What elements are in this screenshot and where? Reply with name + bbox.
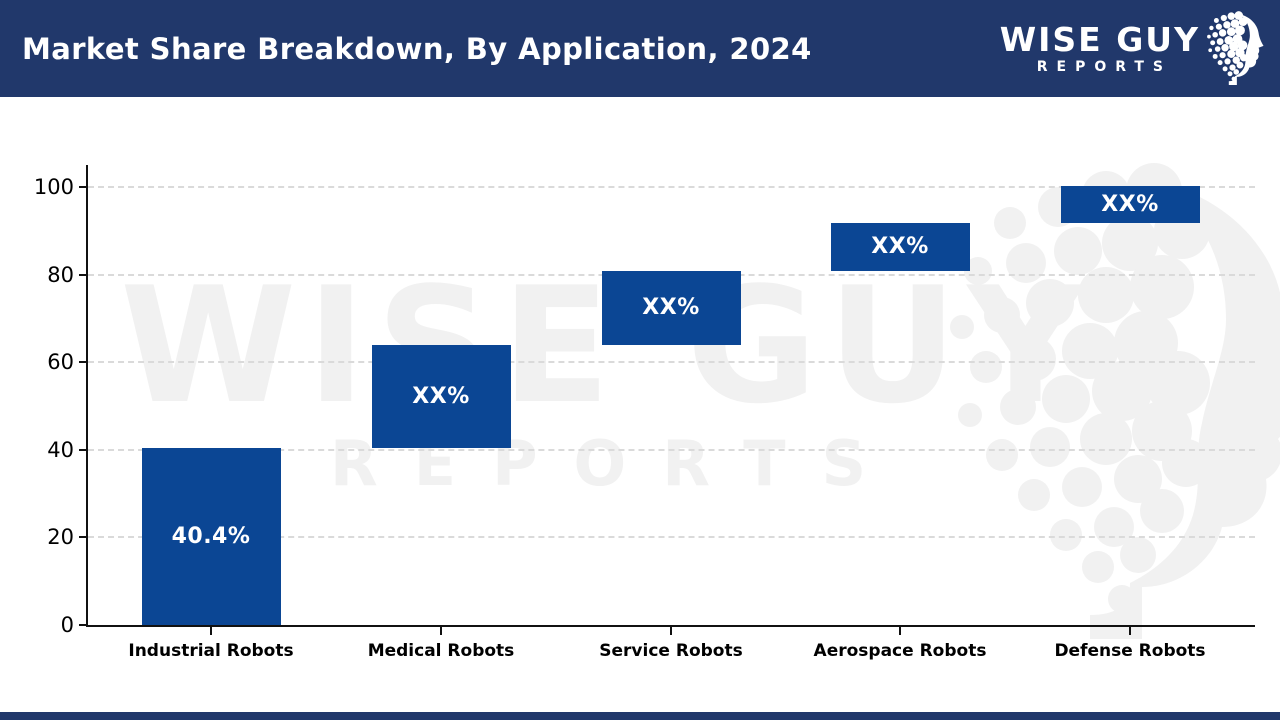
y-tick-label: 40 <box>47 437 74 462</box>
x-tickmark <box>1129 626 1131 635</box>
dotted-head-logo-icon <box>1207 10 1264 85</box>
footer-bar <box>0 712 1280 720</box>
x-category-label: Industrial Robots <box>128 641 294 661</box>
x-category-label: Medical Robots <box>367 641 515 661</box>
brand-logo: WISE GUY REPORTS <box>1000 9 1266 89</box>
bar-segment: XX% <box>371 344 511 449</box>
y-gridline <box>88 536 1255 539</box>
x-tickmark <box>210 626 212 635</box>
brand-name: WISE GUY <box>999 20 1200 59</box>
y-tickmark <box>79 448 88 451</box>
x-category-label: Aerospace Robots <box>813 641 987 661</box>
page-title: Market Share Breakdown, By Application, … <box>22 31 812 66</box>
x-tickmark <box>670 626 672 635</box>
y-gridline <box>88 361 1255 364</box>
y-gridline <box>88 448 1255 451</box>
bar-segment: 40.4% <box>141 448 281 625</box>
x-tickmark <box>440 626 442 635</box>
y-tick-label: 100 <box>33 175 74 199</box>
y-tick-label: 20 <box>47 525 74 550</box>
bar-segment: XX% <box>601 271 741 345</box>
y-tick-label: 0 <box>60 613 74 637</box>
chart-area: WISE GUY REPORTS 0 20 40 60 80 100 40.4% Indust… <box>0 97 1280 712</box>
brand-text: WISE GUY REPORTS <box>1000 23 1200 74</box>
x-category-label: Defense Robots <box>1054 641 1206 661</box>
watermark-head-icon <box>950 163 1280 639</box>
bar-value-label: XX% <box>412 383 470 409</box>
y-tickmark <box>79 273 88 276</box>
bar-value-label: 40.4% <box>171 524 251 550</box>
bar-segment: XX% <box>1060 186 1200 223</box>
header-bar: Market Share Breakdown, By Application, … <box>0 0 1280 97</box>
y-tickmark <box>79 186 88 188</box>
x-tickmark <box>899 626 901 635</box>
y-tickmark <box>79 624 88 626</box>
bar-value-label: XX% <box>871 234 929 260</box>
x-axis <box>86 625 1255 627</box>
y-tick-label: 80 <box>47 262 74 287</box>
y-tick-label: 60 <box>47 350 74 375</box>
y-tickmark <box>79 536 88 539</box>
brand-subname: REPORTS <box>1036 59 1173 75</box>
y-tickmark <box>79 361 88 364</box>
x-category-label: Service Robots <box>599 641 743 661</box>
bar-value-label: XX% <box>642 295 700 321</box>
bar-segment: XX% <box>830 222 970 272</box>
y-axis <box>86 165 88 627</box>
y-gridline <box>88 186 1255 188</box>
bar-value-label: XX% <box>1101 192 1159 217</box>
